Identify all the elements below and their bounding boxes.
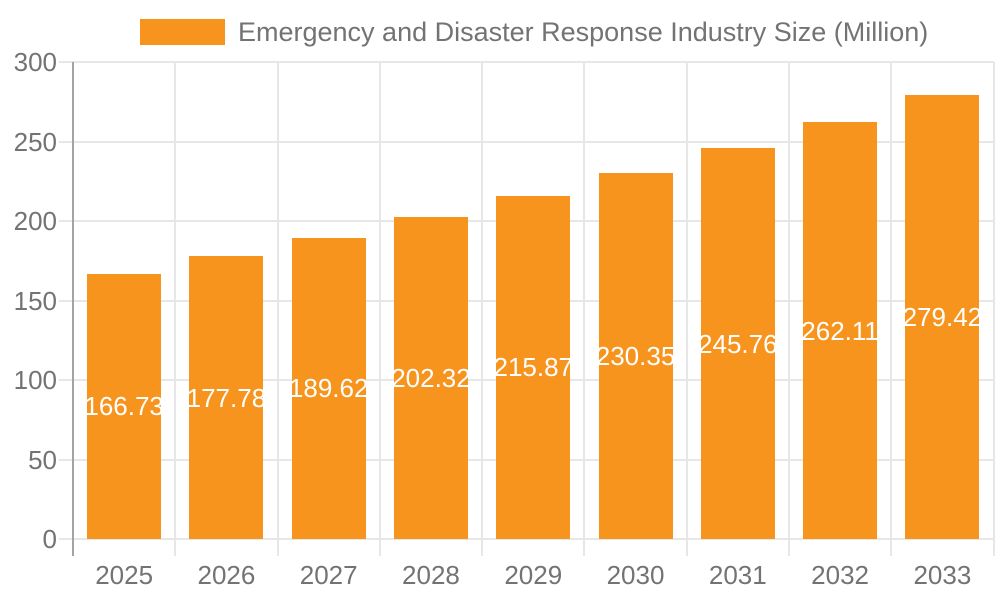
y-tick-label: 0 [42,524,57,554]
bar-2027 [291,237,366,539]
y-tick [59,379,73,381]
y-tick [59,220,73,222]
x-tick-label: 2025 [95,560,154,590]
x-tick-label: 2026 [197,560,256,590]
y-tick-label: 200 [13,206,57,236]
x-gridline [276,62,279,539]
x-gridline [583,62,586,539]
y-tick [59,140,73,143]
bar-value-label: 166.73 [84,391,164,422]
bar-2031 [700,148,775,539]
x-tick [787,539,790,556]
x-tick [378,539,381,556]
x-tick-label: 2027 [299,560,358,590]
x-tick-label: 2032 [811,560,869,590]
x-gridline [378,62,381,539]
x-tick-label: 2033 [913,560,972,590]
y-tick-label: 100 [13,365,57,395]
y-tick [59,538,73,540]
bar-2030 [598,172,673,539]
bar-value-label: 202.32 [391,363,471,394]
y-axis-line [72,62,74,556]
x-gridline [481,62,484,539]
bar-2033 [905,94,980,539]
x-tick-label: 2030 [606,560,665,590]
x-gridline [174,62,177,539]
x-tick-label: 2029 [504,560,563,590]
bar-value-label: 262.11 [801,315,879,346]
y-gridline [73,538,994,540]
bar-value-label: 189.62 [288,373,369,404]
x-gridline [890,62,893,539]
legend-swatch [140,19,225,45]
bar-value-label: 245.76 [698,328,778,359]
x-gridline [992,62,995,539]
bar-2028 [393,217,468,539]
y-tick-label: 300 [13,47,57,77]
y-tick [59,458,73,461]
y-tick [59,61,73,63]
x-tick [992,539,995,556]
y-tick-label: 150 [13,285,57,316]
bar-value-label: 177.78 [186,382,267,413]
bar-2032 [803,122,878,539]
bar-value-label: 215.87 [493,352,574,383]
x-tick [583,539,586,556]
y-gridline [73,61,994,63]
y-tick-label: 50 [28,444,57,475]
x-gridline [787,62,790,539]
bar-value-label: 279.42 [902,301,983,332]
bar-2026 [189,256,264,539]
y-tick-label: 250 [13,126,57,157]
x-tick [685,539,688,556]
x-tick [174,539,177,556]
x-tick-label: 2028 [402,560,460,590]
y-gridline [73,140,994,143]
bar-value-label: 230.35 [595,340,676,371]
bar-2029 [496,195,571,539]
x-tick [276,539,279,556]
x-gridline [685,62,688,539]
x-tick [481,539,484,556]
x-tick [890,539,893,556]
chart-title: Emergency and Disaster Response Industry… [238,17,929,47]
y-tick [59,299,73,302]
x-tick-label: 2031 [708,560,767,590]
legend-item[interactable]: Emergency and Disaster Response Industry… [140,17,928,47]
bar-2025 [87,273,162,539]
